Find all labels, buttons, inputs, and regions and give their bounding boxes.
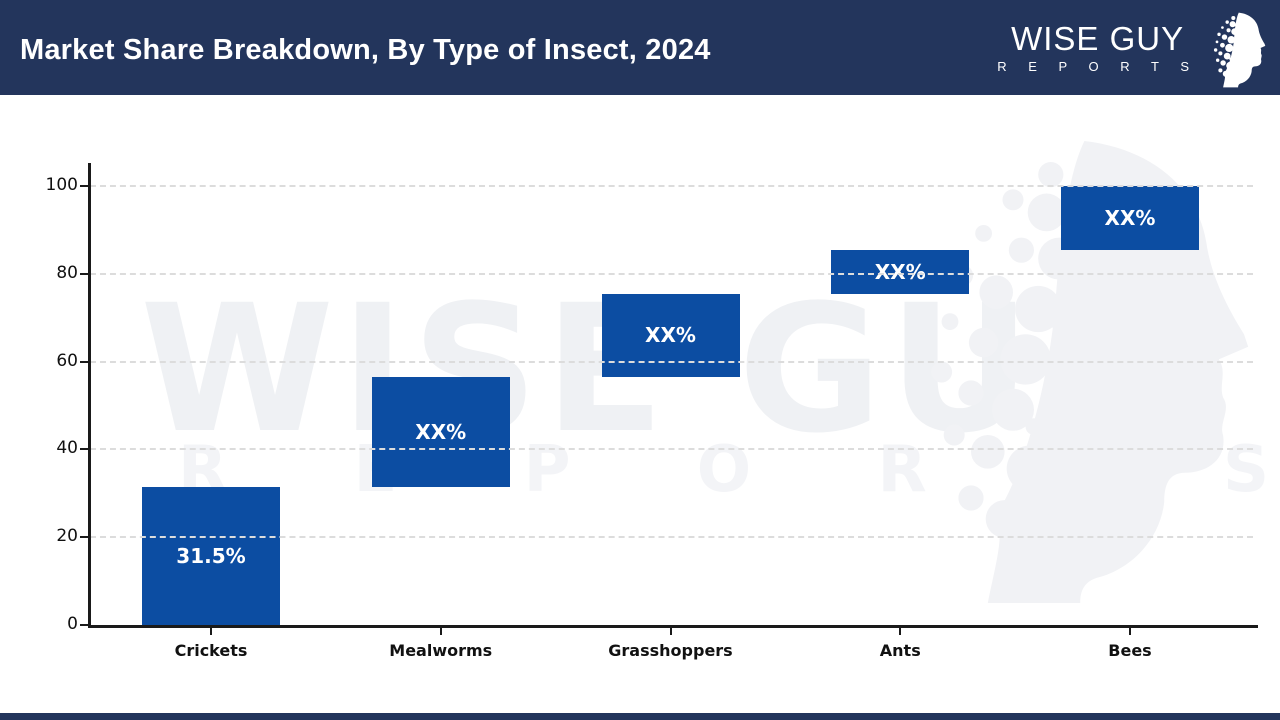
x-tick-mealworms (439, 628, 442, 635)
x-category-label: Ants (879, 641, 921, 660)
x-axis-line (88, 625, 1258, 628)
logo-head-icon (1213, 12, 1266, 88)
logo-text: WISE GUY R E P O R T S (997, 20, 1198, 75)
gridline-20 (90, 536, 1253, 539)
gridline-60 (90, 360, 1253, 363)
y-tick-label: 40 (56, 438, 78, 459)
gridline-100 (90, 185, 1253, 187)
y-axis-line (88, 163, 91, 627)
y-tick-label: 100 (45, 175, 78, 195)
x-category-label: Mealworms (389, 641, 493, 660)
y-tick-label: 20 (56, 526, 78, 547)
bar-bees: XX% (1061, 186, 1199, 250)
bar-grasshoppers: XX% (601, 293, 740, 377)
x-category-label: Grasshoppers (608, 641, 733, 660)
bar-mealworms: XX% (371, 376, 510, 487)
y-tick-0 (80, 624, 89, 626)
header-bar: Market Share Breakdown, By Type of Insec… (0, 0, 1280, 95)
gridline-40 (90, 448, 1253, 451)
bar-value-label: XX% (645, 323, 696, 348)
y-tick-20 (80, 536, 89, 539)
gridline-80 (90, 272, 1253, 275)
y-tick-label: 60 (56, 350, 78, 371)
y-tick-40 (80, 448, 89, 451)
bar-value-label: XX% (1104, 205, 1156, 230)
x-category-label: Crickets (174, 641, 248, 660)
y-tick-100 (80, 185, 89, 187)
footer-bar (0, 713, 1280, 720)
logo-subtext: R E P O R T S (997, 59, 1198, 74)
logo-wordmark: WISE GUY (1011, 20, 1185, 57)
bar-crickets: 31.5% (142, 486, 280, 625)
bar-value-label: 31.5% (176, 543, 246, 568)
y-tick-80 (80, 272, 89, 275)
brand-logo: WISE GUY R E P O R T S (997, 4, 1270, 92)
x-tick-grasshoppers (669, 628, 672, 635)
bar-ants: XX% (831, 249, 970, 294)
x-tick-bees (1129, 628, 1131, 635)
y-tick-label: 0 (67, 614, 78, 634)
bar-value-label: XX% (415, 419, 467, 444)
y-tick-60 (80, 360, 89, 363)
x-tick-crickets (210, 628, 212, 635)
y-tick-label: 80 (56, 262, 78, 283)
x-category-label: Bees (1108, 641, 1152, 660)
x-tick-ants (899, 628, 902, 635)
bar-value-label: XX% (874, 259, 926, 284)
page-title: Market Share Breakdown, By Type of Insec… (20, 34, 711, 66)
